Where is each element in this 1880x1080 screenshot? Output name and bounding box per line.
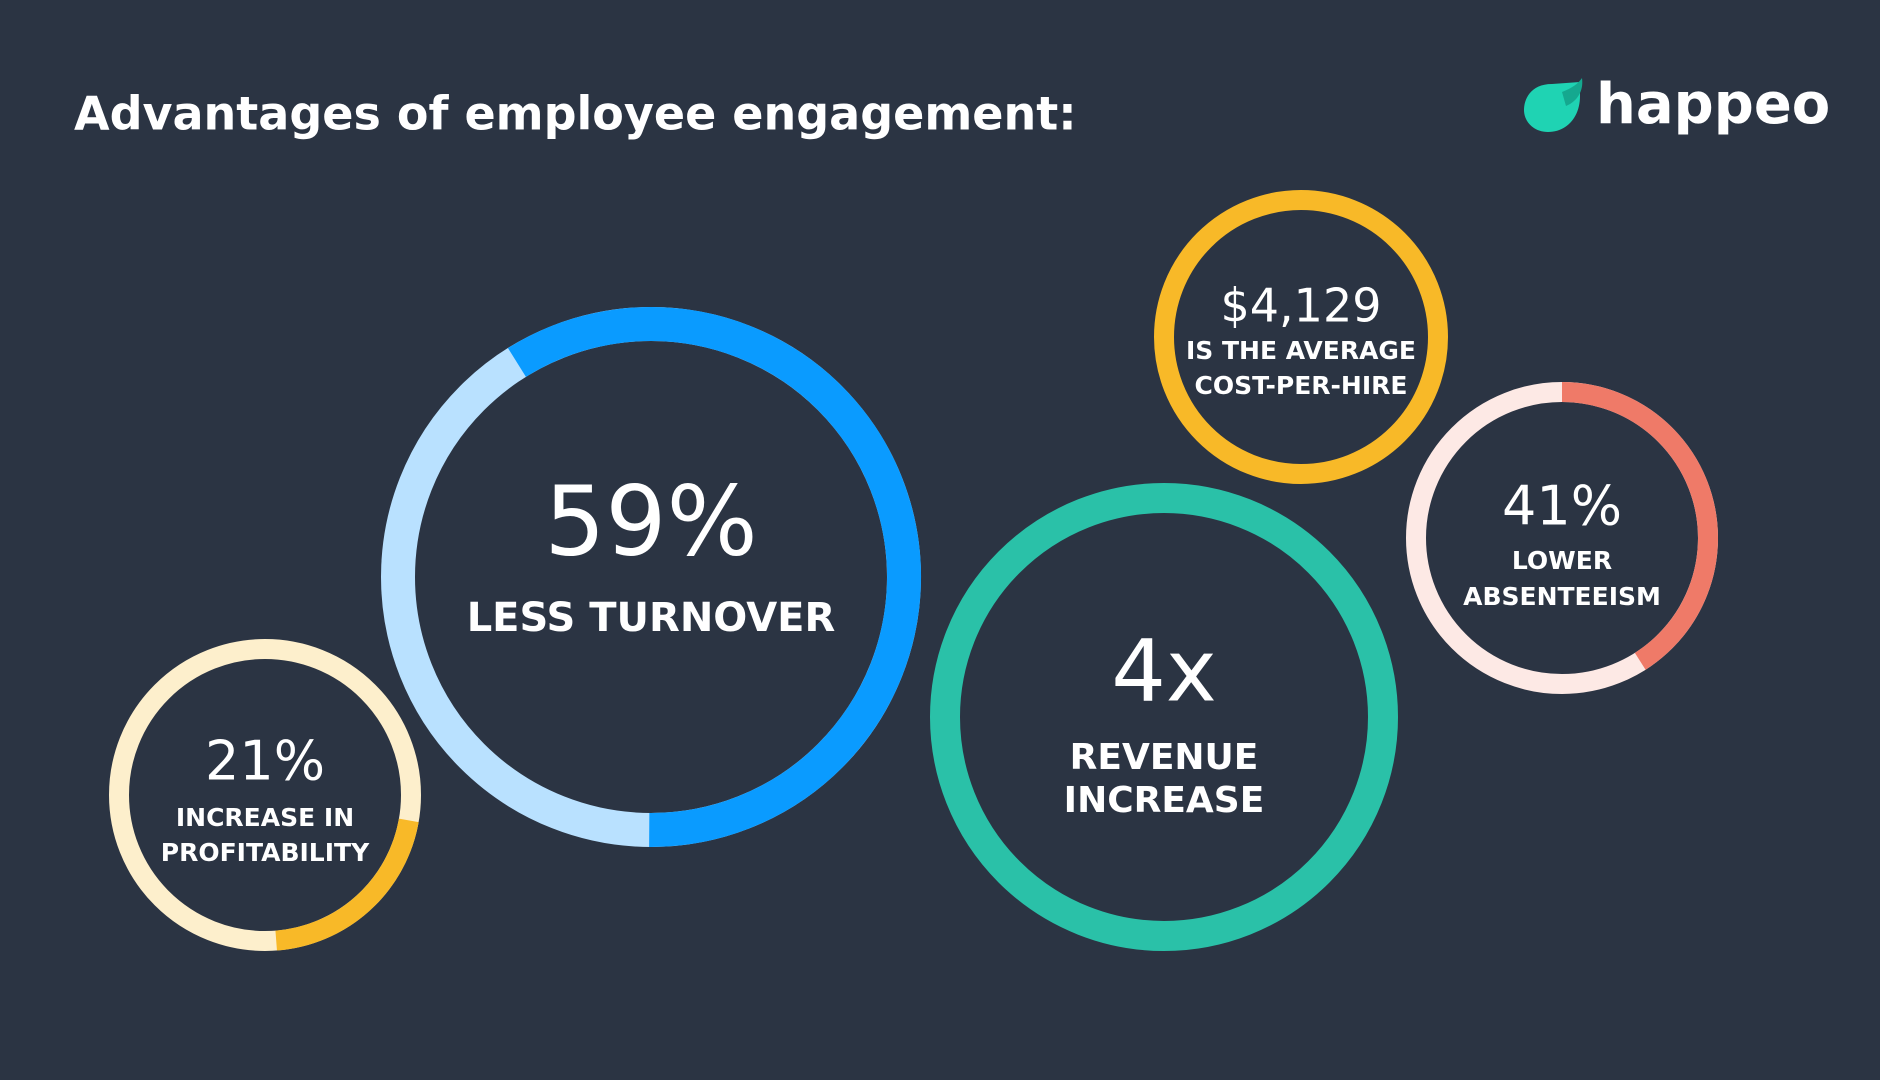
logo: happeo: [1524, 72, 1830, 137]
stat-caption: REVENUE: [1070, 737, 1259, 778]
stat-caption: COST-PER-HIRE: [1195, 371, 1408, 400]
stat-value: 41%: [1502, 475, 1622, 538]
stat-caption: INCREASE IN: [176, 803, 354, 832]
logo-text: happeo: [1596, 72, 1830, 137]
stat-caption: LESS TURNOVER: [467, 595, 836, 641]
stat-value: 21%: [205, 730, 325, 793]
stat-caption: ABSENTEEISM: [1463, 582, 1661, 611]
stat-caption: IS THE AVERAGE: [1186, 336, 1416, 365]
ring: [1154, 190, 1448, 484]
stat-caption: LOWER: [1512, 546, 1612, 575]
stat-value: 59%: [544, 465, 757, 577]
stat-caption: INCREASE: [1064, 780, 1265, 821]
ring-arc: [1561, 382, 1718, 670]
stat-value: 4x: [1111, 621, 1217, 721]
ring-arc: [275, 818, 419, 951]
title: Advantages of employee engagement:: [74, 87, 1077, 141]
logo-leaf: [1562, 78, 1583, 106]
ring-track: [109, 639, 421, 951]
stat-value: $4,129: [1221, 279, 1382, 333]
ring: [930, 483, 1398, 951]
ring-arc: [507, 307, 921, 847]
stat-caption: PROFITABILITY: [161, 838, 370, 867]
